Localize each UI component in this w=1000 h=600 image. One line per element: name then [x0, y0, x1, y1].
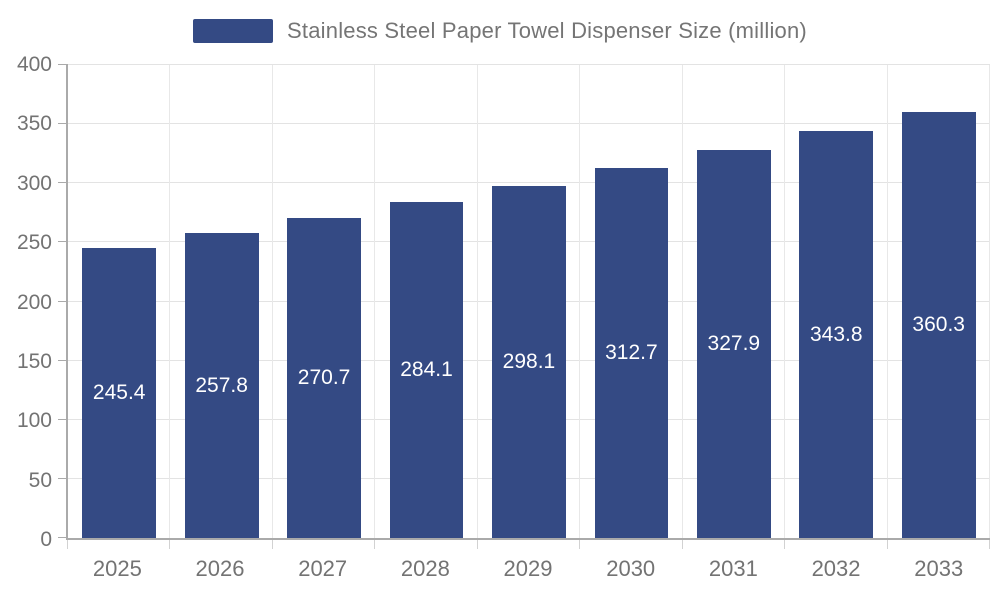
plot-area: 245.4 257.8 270.7 284.1 298.1 312.7 327.9 343.8…: [58, 64, 990, 549]
gridline-vertical: [169, 65, 171, 538]
x-axis-tick: [784, 540, 786, 549]
y-axis-tick-label: 300: [16, 171, 52, 195]
bar-value-label: 298.1: [502, 349, 556, 373]
x-axis-tick-label: 2032: [811, 556, 861, 581]
x-axis-tick-label: 2033: [914, 556, 964, 581]
x-axis-tick: [169, 540, 171, 549]
y-axis-tick-label: 0: [40, 528, 52, 551]
y-axis-tick: [58, 418, 68, 420]
y-axis-tick-label: 400: [16, 53, 52, 76]
bar-2026[interactable]: 257.8: [184, 233, 259, 538]
bar-slot: 298.1: [478, 65, 580, 538]
x-axis-tick: [681, 540, 683, 549]
y-axis-tick-label: 250: [16, 231, 52, 255]
y-axis-tick-label: 350: [16, 112, 52, 136]
bar-2028[interactable]: 284.1: [389, 202, 464, 538]
x-axis-tick-label: 2026: [195, 556, 245, 581]
bar-value-label: 343.8: [809, 322, 863, 346]
bar-slot: 245.4: [68, 65, 170, 538]
gridline-vertical: [476, 65, 478, 538]
gridline-vertical: [989, 65, 990, 538]
bar-slot: 327.9: [683, 65, 785, 538]
bar-2031[interactable]: 327.9: [696, 150, 771, 538]
x-axis-tick: [989, 540, 990, 549]
bar-value-label: 284.1: [400, 358, 453, 382]
chart-legend[interactable]: Stainless Steel Paper Towel Dispenser Si…: [0, 18, 1000, 44]
gridline-vertical: [784, 65, 786, 538]
bar-2027[interactable]: 270.7: [287, 217, 361, 538]
bar-2030[interactable]: 312.7: [594, 168, 669, 538]
gridline-vertical: [681, 65, 683, 538]
gridline-vertical: [271, 65, 273, 538]
bar-value-label: 257.8: [195, 373, 248, 397]
gridline-horizontal: [68, 182, 990, 184]
bar-2032[interactable]: 343.8: [799, 131, 874, 538]
y-axis-tick-label: 150: [16, 349, 52, 373]
x-axis-tick: [374, 540, 376, 549]
bar-value-label: 245.4: [92, 380, 146, 404]
x-axis-tick: [886, 540, 888, 549]
y-axis-tick: [58, 241, 68, 243]
bar-slot: 270.7: [273, 65, 375, 538]
x-axis-tick-label: 2029: [503, 556, 553, 581]
bar-2025[interactable]: 245.4: [82, 247, 157, 538]
bar-series: 245.4 257.8 270.7 284.1 298.1 312.7 327.9 343.8…: [68, 65, 990, 538]
x-axis-tick-label: 2028: [400, 556, 450, 581]
y-axis-tick-label: 50: [28, 468, 52, 492]
y-axis-tick: [58, 123, 68, 125]
bar-value-label: 360.3: [912, 312, 965, 336]
bar-2033[interactable]: 360.3: [901, 111, 976, 538]
x-axis-tick: [67, 540, 68, 549]
y-axis-labels: 0 50 100 150 200 250 300 350 400: [0, 53, 56, 551]
x-axis-tick: [579, 540, 581, 549]
y-axis-tick-label: 100: [16, 409, 52, 433]
y-axis-tick: [58, 477, 68, 479]
y-axis-tick: [58, 182, 68, 184]
gridline-horizontal: [68, 64, 990, 65]
legend-swatch: [193, 19, 274, 43]
bar-slot: 257.8: [170, 65, 272, 538]
x-axis-tick-label: 2027: [298, 556, 348, 581]
bar-value-label: 270.7: [297, 365, 351, 389]
x-axis-tick-label: 2031: [708, 556, 758, 581]
gridline-vertical: [374, 65, 376, 538]
x-axis-tick-label: 2030: [606, 556, 656, 581]
bar-value-label: 327.9: [707, 332, 761, 356]
y-axis-tick-label: 200: [16, 290, 52, 314]
gridline-vertical: [886, 65, 888, 538]
bar-slot: 343.8: [785, 65, 887, 538]
bar-value-label: 312.7: [605, 341, 658, 365]
bar-slot: 360.3: [888, 65, 990, 538]
x-axis-tick: [476, 540, 478, 549]
y-axis-tick: [58, 300, 68, 302]
bar-2029[interactable]: 298.1: [492, 185, 566, 538]
gridline-horizontal: [68, 123, 990, 125]
gridline-vertical: [579, 65, 581, 538]
x-axis-tick-label: 2025: [92, 556, 142, 581]
y-axis-tick: [58, 359, 68, 361]
x-axis-tick: [271, 540, 273, 549]
y-axis-tick: [58, 64, 68, 65]
legend-label: Stainless Steel Paper Towel Dispenser Si…: [287, 18, 807, 43]
x-axis-labels: 2025 2026 2027 2028 2029 2030 2031 2032 2033: [66, 556, 990, 582]
y-axis-tick: [58, 537, 68, 538]
bar-slot: 312.7: [580, 65, 682, 538]
bar-slot: 284.1: [375, 65, 477, 538]
